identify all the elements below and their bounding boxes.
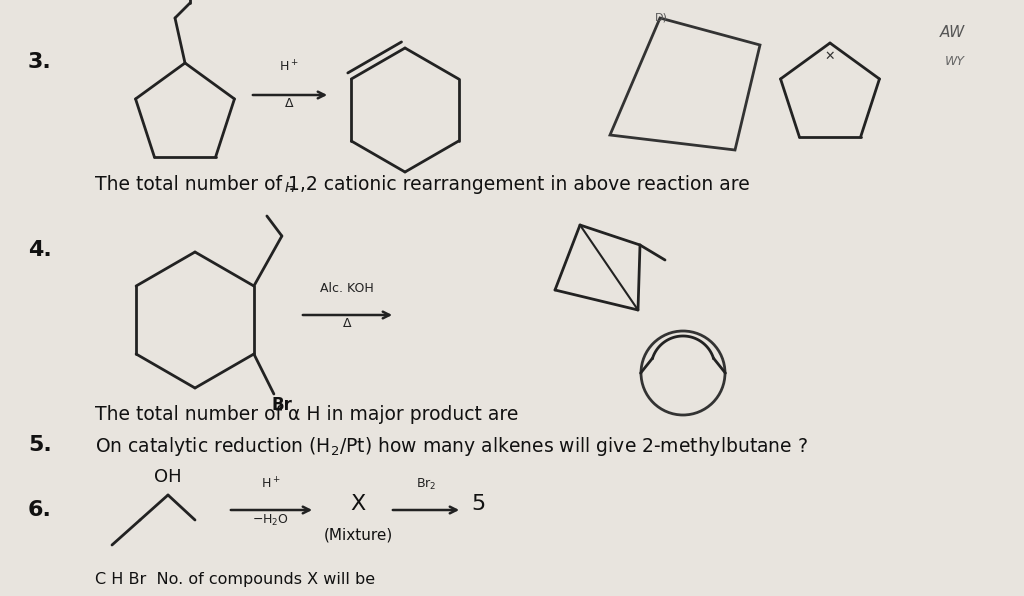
Text: ✕: ✕ — [824, 50, 836, 63]
Text: The total number of 1,2 cationic rearrangement in above reaction are: The total number of 1,2 cationic rearran… — [95, 175, 750, 194]
Text: Alc. KOH: Alc. KOH — [321, 282, 374, 295]
Text: H$^+$: H$^+$ — [261, 477, 281, 492]
Text: $\Delta$: $\Delta$ — [284, 97, 294, 110]
Text: H: H — [285, 181, 295, 195]
Text: 4.: 4. — [28, 240, 52, 260]
Text: $\Delta$: $\Delta$ — [342, 317, 352, 330]
Text: Br: Br — [272, 396, 293, 414]
Text: 5.: 5. — [28, 435, 52, 455]
Text: (Mixture): (Mixture) — [324, 528, 392, 543]
Text: X: X — [350, 494, 366, 514]
Text: $-$H$_2$O: $-$H$_2$O — [253, 513, 290, 528]
Text: AW: AW — [940, 25, 966, 40]
Text: Br$_2$: Br$_2$ — [416, 477, 436, 492]
Text: C H Br  No. of compounds X will be: C H Br No. of compounds X will be — [95, 572, 375, 587]
Text: On catalytic reduction (H$_2$/Pt) how many alkenes will give 2-methylbutane ?: On catalytic reduction (H$_2$/Pt) how ma… — [95, 435, 808, 458]
Text: The total number of α H in major product are: The total number of α H in major product… — [95, 405, 518, 424]
Text: H$^+$: H$^+$ — [280, 60, 299, 75]
Text: WY: WY — [945, 55, 965, 68]
Text: 6.: 6. — [28, 500, 52, 520]
Text: 5: 5 — [471, 494, 485, 514]
Text: OH: OH — [155, 468, 182, 486]
Text: D): D) — [655, 12, 668, 22]
Text: 3.: 3. — [28, 52, 52, 72]
